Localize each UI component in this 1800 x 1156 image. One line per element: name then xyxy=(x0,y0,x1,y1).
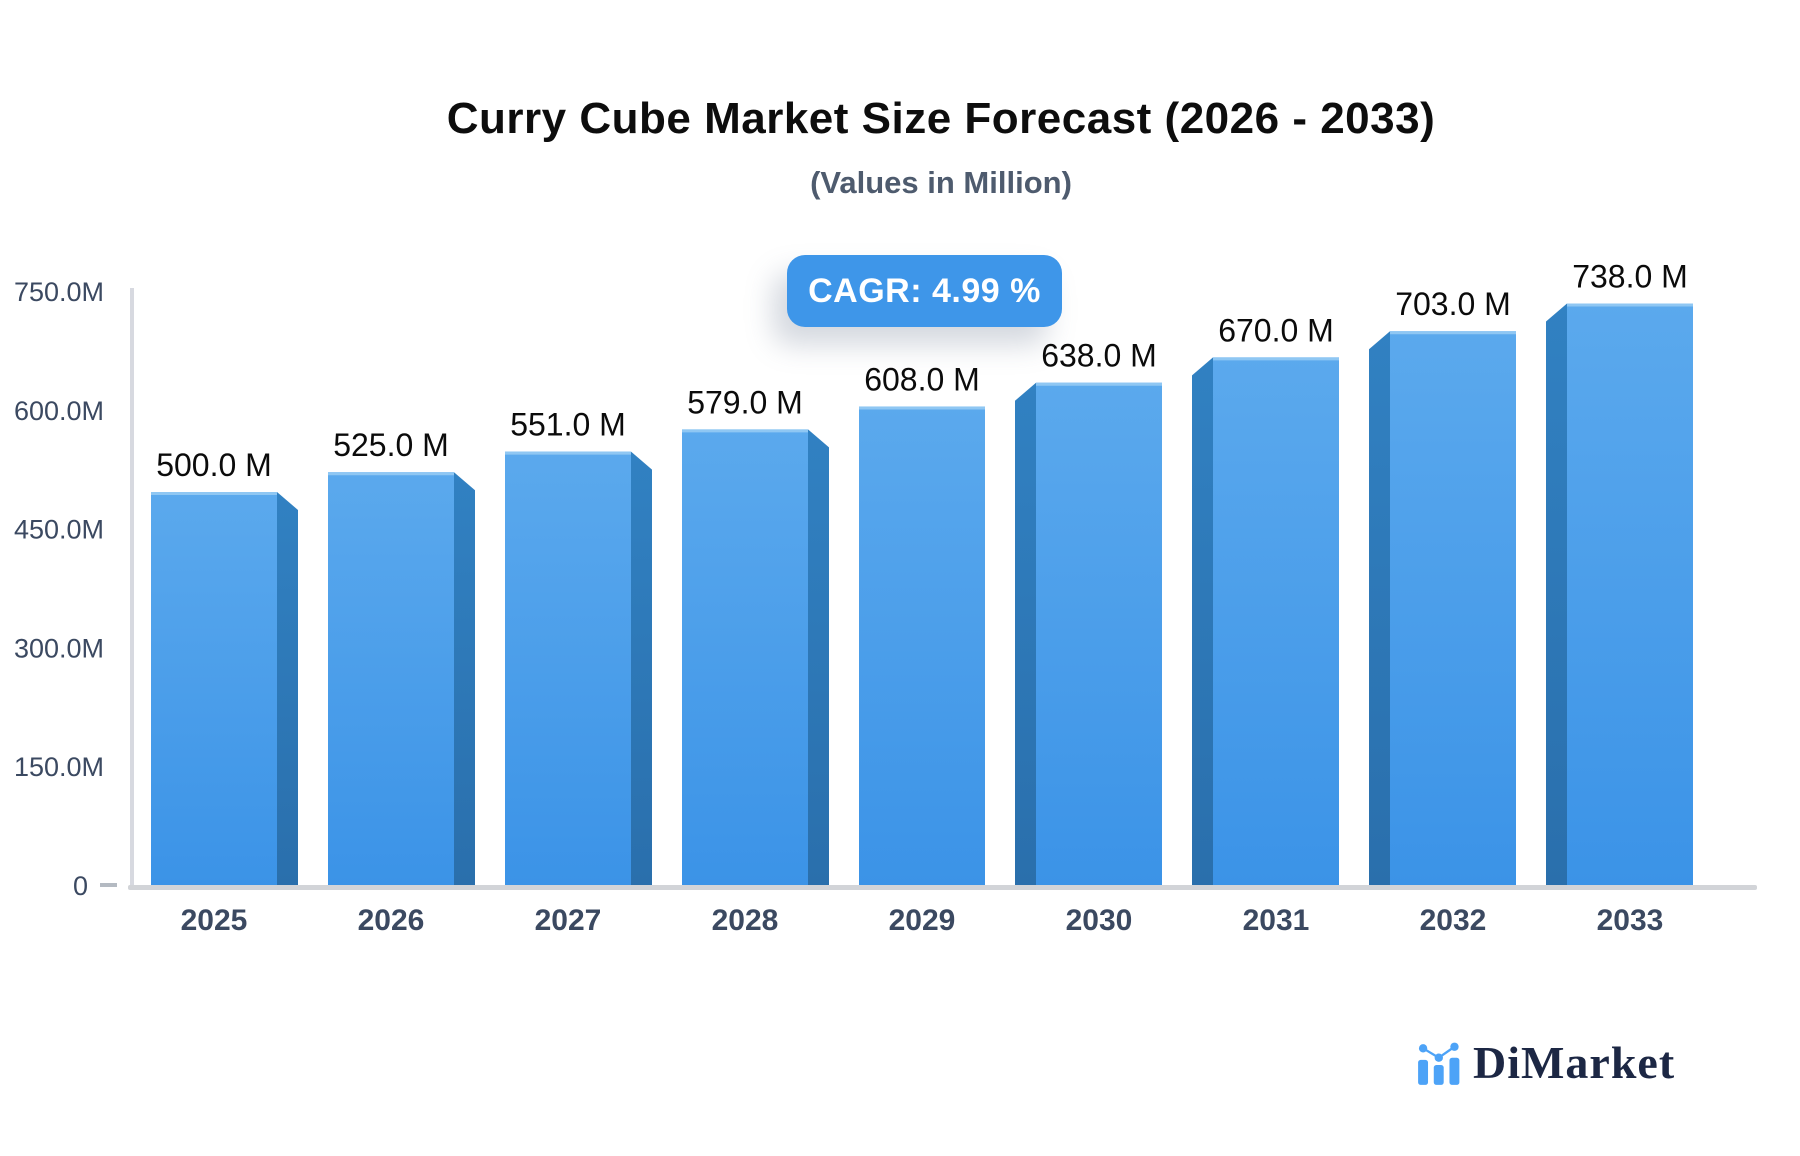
brand-logo: DiMarket xyxy=(1416,1040,1675,1087)
y-axis-tick-label: 0 xyxy=(73,871,88,901)
bar-2025[interactable] xyxy=(151,492,298,886)
bar-face xyxy=(328,472,454,886)
bar-value-label: 525.0 M xyxy=(333,427,449,463)
bar-face xyxy=(151,492,277,886)
bar-2029[interactable] xyxy=(859,406,985,886)
x-axis-tick-label: 2025 xyxy=(181,904,248,937)
bar-face xyxy=(1036,382,1162,886)
bar-value-label: 703.0 M xyxy=(1395,286,1511,322)
x-axis-tick-label: 2026 xyxy=(358,904,425,937)
bar-depth-side xyxy=(1015,382,1036,886)
bar-depth-side xyxy=(1546,303,1567,886)
chart-title: Curry Cube Market Size Forecast (2026 - … xyxy=(446,94,1436,143)
bar-depth-side xyxy=(454,472,475,886)
x-axis-line xyxy=(128,885,1757,890)
bar-value-label: 670.0 M xyxy=(1218,312,1334,348)
y-axis-line xyxy=(130,288,134,888)
x-axis-tick-label: 2033 xyxy=(1597,904,1664,937)
x-axis-tick-label: 2030 xyxy=(1066,904,1133,937)
y-axis-tick-label: 150.0M xyxy=(14,752,104,782)
bar-depth-side xyxy=(808,429,829,886)
x-axis-tick-label: 2032 xyxy=(1420,904,1487,937)
bar-face xyxy=(682,429,808,886)
bar-face xyxy=(859,406,985,886)
mini-bar-line-chart-icon xyxy=(1418,1042,1460,1085)
bar-2032[interactable] xyxy=(1369,331,1516,886)
cagr-badge: CAGR: 4.99 % xyxy=(787,255,1062,327)
bar-face xyxy=(1213,357,1339,886)
bar-2026[interactable] xyxy=(328,472,475,886)
bar-value-label: 608.0 M xyxy=(864,361,980,397)
x-axis-tick-label: 2027 xyxy=(535,904,602,937)
chart-subtitle: (Values in Million) xyxy=(810,165,1072,200)
bar-face xyxy=(1390,331,1516,886)
bar-2028[interactable] xyxy=(682,429,829,886)
zero-tick-dash xyxy=(100,883,117,887)
bar-depth-side xyxy=(1192,357,1213,886)
y-axis-tick-label: 750.0M xyxy=(14,277,104,307)
bar-face xyxy=(1567,303,1693,886)
y-axis-tick-label: 300.0M xyxy=(14,633,104,663)
x-axis-tick-label: 2029 xyxy=(889,904,956,937)
bar-2033[interactable] xyxy=(1546,303,1693,886)
bar-face xyxy=(505,451,631,886)
bar-depth-side xyxy=(277,492,298,886)
bar-value-label: 500.0 M xyxy=(156,447,272,483)
y-axis-tick-label: 450.0M xyxy=(14,515,104,545)
bar-2027[interactable] xyxy=(505,451,652,886)
bar-value-label: 738.0 M xyxy=(1572,259,1688,295)
y-axis-tick-label: 600.0M xyxy=(14,396,104,426)
bar-depth-side xyxy=(1369,331,1390,886)
bar-depth-side xyxy=(631,451,652,886)
bar-2031[interactable] xyxy=(1192,357,1339,886)
brand-name: DiMarket xyxy=(1473,1037,1676,1088)
bar-value-label: 579.0 M xyxy=(687,384,803,420)
bar-2030[interactable] xyxy=(1015,382,1162,886)
bar-value-label: 551.0 M xyxy=(510,407,626,443)
x-axis-tick-label: 2028 xyxy=(712,904,779,937)
bar-value-label: 638.0 M xyxy=(1041,338,1157,374)
x-axis-tick-label: 2031 xyxy=(1243,904,1310,937)
